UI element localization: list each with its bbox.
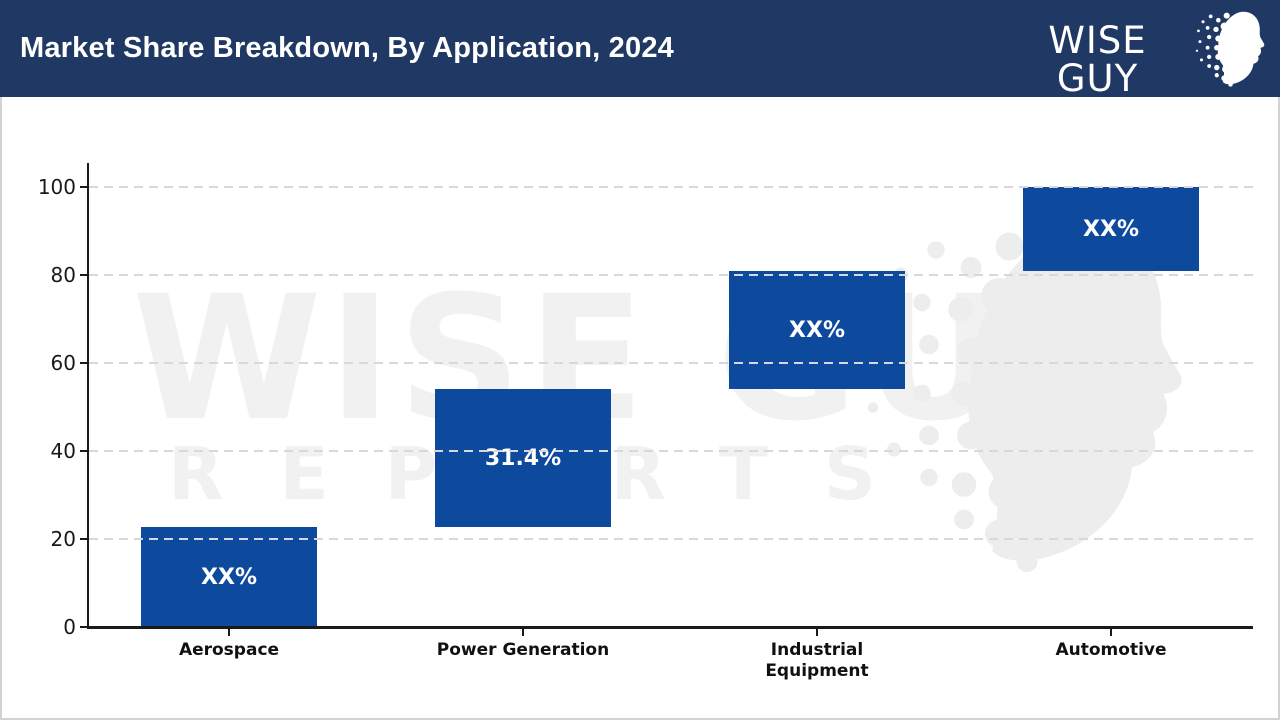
bar-value-label: XX% <box>201 564 257 590</box>
wise-guy-reports-logo: WISE GUY REPORTS <box>1005 6 1270 116</box>
y-tick-20 <box>80 538 87 540</box>
bar-aerospace: XX% <box>141 527 317 627</box>
watermark-dot-head-icon <box>867 228 1182 572</box>
category-label-aerospace: Aerospace <box>119 640 339 661</box>
bar-automotive: XX% <box>1023 187 1199 271</box>
y-tick-60 <box>80 362 87 364</box>
category-label-line: Industrial <box>770 640 864 660</box>
y-axis-line <box>87 163 89 628</box>
y-tick-label: 80 <box>50 263 76 287</box>
y-tick-0 <box>80 626 87 628</box>
y-tick-label: 40 <box>50 439 76 463</box>
bar-industrial-equipment: XX% <box>729 271 905 389</box>
page-title: Market Share Breakdown, By Application, … <box>20 32 674 64</box>
y-tick-label: 0 <box>63 615 76 639</box>
gridline-60 <box>89 362 1253 364</box>
dot-head-icon <box>1195 11 1265 87</box>
category-label-industrial-equipment: Industrial Equipment <box>707 640 927 682</box>
y-tick-80 <box>80 274 87 276</box>
bar-value-label: XX% <box>789 317 845 343</box>
x-axis-line <box>87 626 1253 629</box>
logo-wordmark: WISE GUY <box>1048 19 1147 100</box>
header-bar: Market Share Breakdown, By Application, … <box>0 0 1280 116</box>
y-tick-100 <box>80 186 87 188</box>
x-tick-aerospace <box>228 629 230 636</box>
logo-subtitle: REPORTS <box>1033 101 1170 116</box>
gridline-20 <box>89 538 1253 540</box>
gridline-100 <box>89 186 1253 188</box>
category-label-line: Power Generation <box>436 640 610 660</box>
category-label-power-generation: Power Generation <box>413 640 633 661</box>
gridline-40 <box>89 450 1253 452</box>
x-tick-automotive <box>1110 629 1112 636</box>
x-tick-industrial-equipment <box>816 629 818 636</box>
x-tick-power-generation <box>522 629 524 636</box>
chart-area-frame <box>0 96 1280 720</box>
bar-value-label: 31.4% <box>484 445 562 471</box>
category-label-line: Equipment <box>765 661 869 681</box>
y-tick-label: 100 <box>37 175 76 199</box>
bar-power-generation: 31.4% <box>435 389 611 527</box>
gridline-80 <box>89 274 1253 276</box>
category-label-line: Automotive <box>1055 640 1167 660</box>
bar-value-label: XX% <box>1083 216 1139 242</box>
y-tick-40 <box>80 450 87 452</box>
y-tick-label: 20 <box>50 527 76 551</box>
category-label-line: Aerospace <box>178 640 280 660</box>
y-tick-label: 60 <box>50 351 76 375</box>
category-label-automotive: Automotive <box>1001 640 1221 661</box>
logo-text: WISE GUY REPORTS <box>1005 19 1190 117</box>
